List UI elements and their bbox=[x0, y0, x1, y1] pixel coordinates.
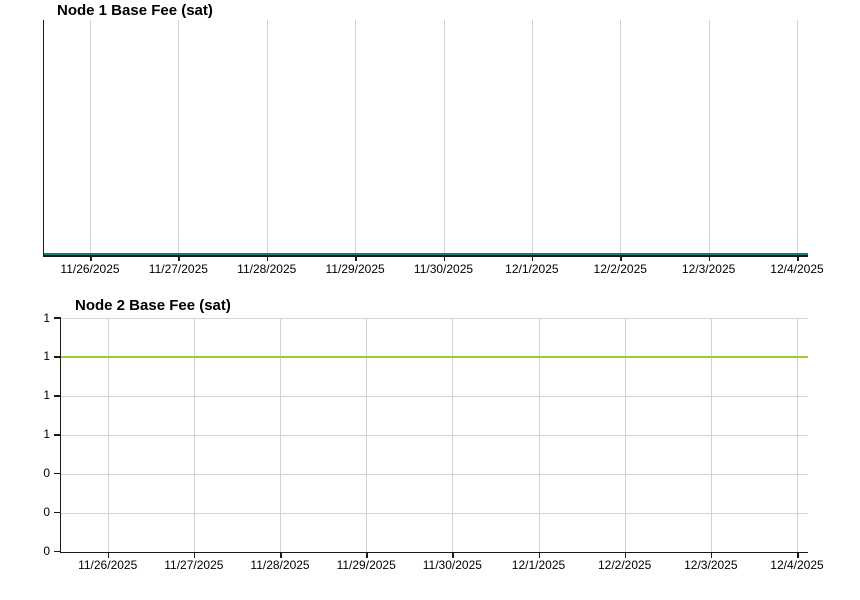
x-tick-mark bbox=[90, 255, 92, 261]
x-tick-mark bbox=[710, 551, 713, 558]
x-tick-mark bbox=[797, 255, 799, 261]
x-tick-label: 11/27/2025 bbox=[164, 558, 224, 572]
node2-chart-title: Node 2 Base Fee (sat) bbox=[75, 297, 231, 314]
x-tick-label: 12/2/2025 bbox=[597, 558, 652, 572]
x-tick-mark bbox=[266, 255, 269, 261]
x-gridline bbox=[797, 20, 798, 255]
x-tick-mark bbox=[107, 551, 110, 558]
x-gridline bbox=[90, 20, 91, 255]
x-gridline bbox=[531, 20, 533, 255]
x-gridline bbox=[708, 20, 710, 255]
y-gridline bbox=[61, 512, 808, 514]
x-tick-label: 12/2/2025 bbox=[593, 262, 647, 276]
data-line bbox=[44, 252, 808, 255]
x-tick-label: 12/3/2025 bbox=[684, 558, 738, 572]
x-tick-mark bbox=[538, 551, 540, 558]
x-tick-mark bbox=[443, 255, 445, 261]
x-tick-label: 12/1/2025 bbox=[511, 558, 566, 572]
x-tick-label: 12/4/2025 bbox=[770, 262, 824, 276]
x-tick-label: 11/28/2025 bbox=[237, 262, 297, 276]
data-line bbox=[61, 355, 808, 358]
y-tick-mark bbox=[54, 356, 61, 358]
x-tick-mark bbox=[531, 255, 534, 261]
y-tick-mark bbox=[54, 511, 61, 514]
y-tick-label: 0 bbox=[43, 544, 50, 558]
x-tick-label: 11/26/2025 bbox=[78, 558, 138, 572]
x-tick-label: 12/3/2025 bbox=[681, 262, 736, 276]
x-axis bbox=[42, 255, 808, 257]
x-gridline bbox=[178, 20, 180, 255]
x-tick-mark bbox=[452, 551, 454, 558]
x-tick-mark bbox=[355, 255, 357, 261]
y-tick-mark bbox=[54, 472, 61, 475]
x-axis bbox=[59, 551, 808, 553]
x-tick-label: 11/26/2025 bbox=[60, 262, 120, 276]
y-tick-mark bbox=[54, 317, 61, 319]
y-gridline bbox=[61, 318, 808, 319]
y-tick-label: 1 bbox=[43, 388, 50, 403]
x-tick-mark bbox=[366, 551, 368, 558]
y-tick-label: 1 bbox=[43, 427, 50, 442]
x-tick-label: 11/27/2025 bbox=[148, 262, 208, 276]
x-tick-mark bbox=[797, 551, 799, 558]
y-tick-label: 0 bbox=[43, 505, 50, 520]
x-tick-label: 12/4/2025 bbox=[770, 558, 824, 572]
x-gridline bbox=[620, 20, 622, 255]
x-tick-label: 12/1/2025 bbox=[505, 262, 559, 276]
y-axis bbox=[59, 318, 61, 553]
x-tick-mark bbox=[280, 551, 282, 558]
y-tick-label: 0 bbox=[43, 466, 50, 481]
y-gridline bbox=[61, 473, 808, 475]
x-gridline bbox=[266, 20, 268, 255]
y-tick-mark bbox=[54, 434, 61, 436]
x-gridline bbox=[355, 20, 357, 255]
y-tick-mark bbox=[54, 395, 61, 397]
x-tick-mark bbox=[178, 255, 180, 261]
x-tick-mark bbox=[193, 551, 196, 558]
x-tick-mark bbox=[620, 255, 622, 261]
x-gridline bbox=[443, 20, 445, 255]
y-axis bbox=[42, 20, 44, 257]
x-tick-mark bbox=[708, 255, 711, 261]
y-gridline bbox=[61, 434, 808, 436]
y-gridline bbox=[61, 395, 808, 397]
x-tick-label: 11/30/2025 bbox=[422, 558, 482, 572]
x-tick-label: 11/29/2025 bbox=[336, 558, 396, 572]
x-tick-label: 11/30/2025 bbox=[413, 262, 474, 276]
x-tick-mark bbox=[624, 551, 627, 558]
x-tick-label: 11/29/2025 bbox=[325, 262, 385, 276]
y-tick-mark bbox=[54, 550, 61, 553]
node1-chart-title: Node 1 Base Fee (sat) bbox=[57, 2, 213, 19]
x-tick-label: 11/28/2025 bbox=[250, 558, 310, 572]
y-tick-label: 1 bbox=[43, 349, 50, 364]
y-tick-label: 1 bbox=[43, 310, 50, 325]
